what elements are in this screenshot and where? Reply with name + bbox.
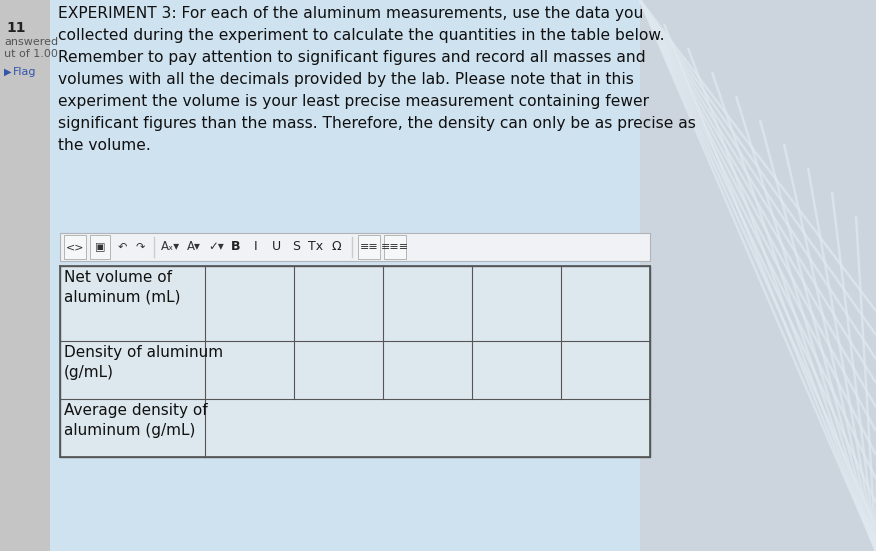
Text: ut of 1.00: ut of 1.00 (4, 49, 58, 59)
Text: 11: 11 (6, 21, 25, 35)
Bar (640, 0, 876, 551)
Text: Remember to pay attention to significant figures and record all masses and: Remember to pay attention to significant… (58, 50, 646, 65)
Bar (64, 235, 86, 259)
Bar (0, 0, 50, 551)
Text: experiment the volume is your least precise measurement containing fewer: experiment the volume is your least prec… (58, 94, 649, 109)
Text: ↷: ↷ (135, 242, 145, 252)
Text: EXPERIMENT 3: For each of the aluminum measurements, use the data you: EXPERIMENT 3: For each of the aluminum m… (58, 6, 643, 21)
Text: I: I (254, 240, 258, 253)
Bar (90, 235, 110, 259)
Bar (60, 266, 650, 457)
Text: ↶: ↶ (117, 242, 127, 252)
Text: U: U (272, 240, 280, 253)
Text: ≡≡≡: ≡≡≡ (381, 242, 409, 252)
Text: the volume.: the volume. (58, 138, 151, 153)
Text: A▾: A▾ (187, 240, 201, 253)
Text: significant figures than the mass. Therefore, the density can only be as precise: significant figures than the mass. There… (58, 116, 696, 131)
Bar (384, 235, 406, 259)
Text: volumes with all the decimals provided by the lab. Please note that in this: volumes with all the decimals provided b… (58, 72, 634, 87)
Text: Aₓ▾: Aₓ▾ (160, 240, 180, 253)
Text: Tx: Tx (308, 240, 323, 253)
Text: <>: <> (66, 242, 84, 252)
Text: B: B (231, 240, 241, 253)
Text: collected during the experiment to calculate the quantities in the table below.: collected during the experiment to calcu… (58, 28, 665, 43)
Bar (358, 235, 380, 259)
Text: ▣: ▣ (95, 242, 105, 252)
Text: Density of aluminum
(g/mL): Density of aluminum (g/mL) (64, 345, 223, 380)
Text: answered: answered (4, 37, 58, 47)
Text: ✓▾: ✓▾ (208, 240, 224, 253)
Text: Average density of
aluminum (g/mL): Average density of aluminum (g/mL) (64, 403, 208, 438)
Text: Net volume of
aluminum (mL): Net volume of aluminum (mL) (64, 270, 180, 305)
Text: S: S (292, 240, 300, 253)
Text: Flag: Flag (13, 67, 37, 77)
Bar (60, 233, 650, 261)
Text: ▶: ▶ (4, 67, 11, 77)
Text: ≡≡: ≡≡ (360, 242, 378, 252)
Text: Ω: Ω (331, 240, 341, 253)
